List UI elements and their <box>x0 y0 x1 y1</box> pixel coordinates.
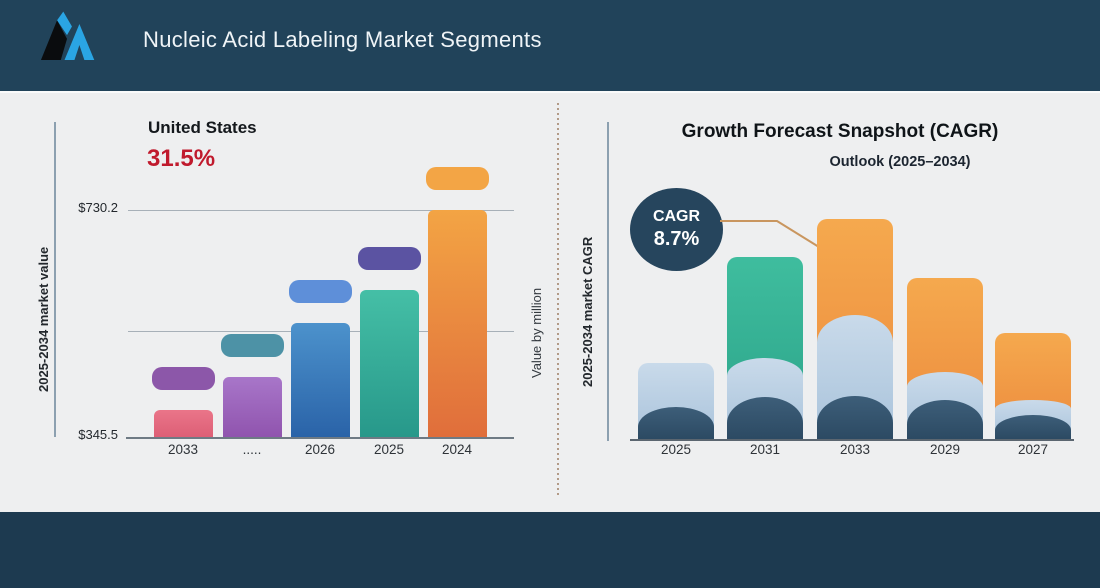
footer-bar: @ All Market Analysis Snapshot GlobalNuc… <box>0 512 1100 588</box>
page-title: Nucleic Acid Labeling Market Segments <box>143 27 542 52</box>
content-panel <box>0 91 1100 512</box>
header-bar: Nucleic Acid Labeling Market Segments <box>0 0 1100 91</box>
panel-divider <box>557 103 559 495</box>
ama-logo-icon <box>40 11 95 60</box>
